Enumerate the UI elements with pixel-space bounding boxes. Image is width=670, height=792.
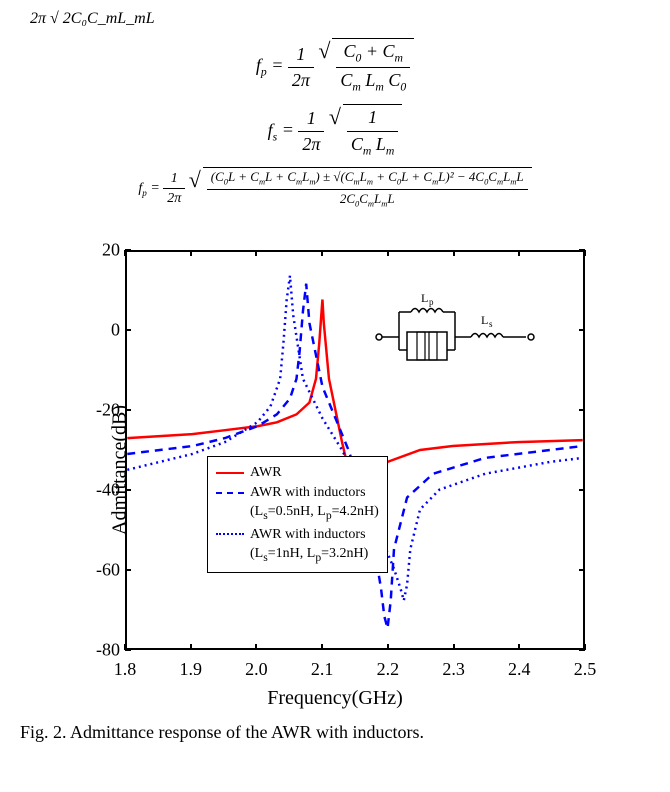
legend-label-sub: (Ls=1nH, Lp=3.2nH): [250, 544, 368, 566]
chart-legend: AWR AWR with inductors (Ls=0.5nH, Lp=4.2…: [207, 456, 388, 573]
circuit-inset: L p AWR L s: [371, 292, 541, 362]
x-tick-label: 2.0: [245, 659, 268, 680]
legend-label: AWR with inductors: [250, 483, 366, 503]
legend-label-sub: (Ls=0.5nH, Lp=4.2nH): [250, 502, 379, 524]
y-tick-label: 20: [85, 240, 120, 261]
eq1-lhs: fp: [256, 55, 267, 75]
legend-item: AWR with inductors: [216, 483, 379, 503]
svg-text:s: s: [489, 319, 493, 329]
legend-swatch: [216, 533, 244, 535]
legend-item: AWR with inductors: [216, 525, 379, 545]
legend-label: AWR: [250, 463, 282, 483]
eq3-den: 2C0CmLmL: [207, 190, 528, 210]
ls-label: L: [481, 313, 488, 327]
x-tick-label: 2.4: [508, 659, 531, 680]
plot-area: L p AWR L s: [125, 250, 585, 650]
y-tick-label: -80: [85, 640, 120, 661]
y-tick-label: 0: [85, 320, 120, 341]
circuit-svg: L p AWR L s: [371, 292, 541, 362]
legend-swatch: [216, 472, 244, 474]
eq2-coef: 12π: [298, 106, 324, 157]
eq2-sqrt: 1Cm Lm: [329, 104, 402, 159]
legend-item: AWR: [216, 463, 379, 483]
eq-fs: fs = 12π 1Cm Lm: [20, 104, 650, 159]
legend-item: (Ls=0.5nH, Lp=4.2nH): [216, 502, 379, 524]
eq2-den: Cm Lm: [347, 132, 398, 160]
legend-label: AWR with inductors: [250, 525, 366, 545]
svg-text:p: p: [429, 297, 434, 307]
y-tick-label: -20: [85, 400, 120, 421]
eq3-coef: 12π: [163, 169, 185, 209]
lp-label: L: [421, 292, 428, 305]
eq3-sqrt: (C0L + CmL + CmLm) ± √(CmLm + C0L + CmL)…: [189, 167, 532, 210]
legend-swatch: [216, 492, 244, 494]
y-tick-label: -60: [85, 560, 120, 581]
eq1-num: C0 + Cm: [336, 39, 410, 68]
figure-caption: Fig. 2. Admittance response of the AWR w…: [0, 722, 670, 743]
y-tick-label: -40: [85, 480, 120, 501]
x-tick-label: 2.2: [377, 659, 400, 680]
eq2-num: 1: [347, 105, 398, 131]
equations-block: 2π √ 2C₀C_mL_mL fp = 12π C0 + CmCm Lm C0…: [0, 8, 670, 210]
x-axis-label: Frequency(GHz): [267, 687, 403, 710]
x-tick-label: 2.5: [574, 659, 597, 680]
eq3-lhs: fp: [138, 181, 146, 196]
x-tick-label: 2.3: [442, 659, 465, 680]
admittance-chart: Admittance(dB) L p: [55, 230, 615, 710]
eq2-lhs: fs: [268, 120, 278, 140]
eq-fp: fp = 12π C0 + CmCm Lm C0: [20, 38, 650, 96]
x-tick-label: 2.1: [311, 659, 334, 680]
legend-item: (Ls=1nH, Lp=3.2nH): [216, 544, 379, 566]
eq3-num: (C0L + CmL + CmLm) ± √(CmLm + C0L + CmL)…: [207, 168, 528, 189]
eq1-coef: 12π: [288, 42, 314, 93]
eq-fragment-top: 2π √ 2C₀C_mL_mL: [20, 8, 650, 30]
eq1-sqrt: C0 + CmCm Lm C0: [318, 38, 414, 96]
eq0-text: 2π √ 2C₀C_mL_mL: [30, 10, 155, 27]
eq1-den: Cm Lm C0: [336, 68, 410, 96]
x-tick-label: 1.8: [114, 659, 137, 680]
x-tick-label: 1.9: [179, 659, 202, 680]
eq-fp-long: fp = 12π (C0L + CmL + CmLm) ± √(CmLm + C…: [20, 167, 650, 210]
